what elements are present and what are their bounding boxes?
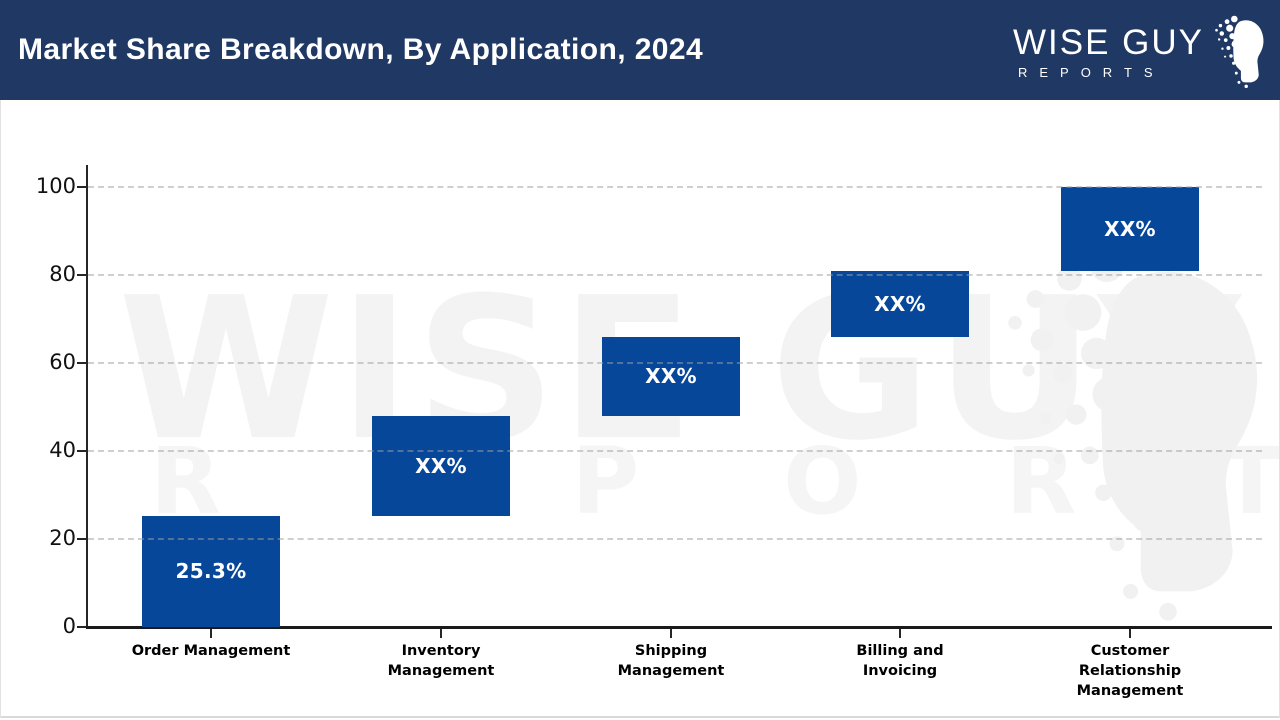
x-axis-line (86, 626, 1272, 629)
y-tick-mark (77, 186, 87, 188)
category-label: Order Management (131, 643, 291, 659)
gridline (88, 362, 1262, 364)
bar-value-label: XX% (874, 291, 926, 316)
x-tick-mark (670, 629, 672, 638)
left-edge-border (0, 100, 1, 718)
y-tick-label: 0 (62, 614, 76, 638)
y-tick-mark (77, 626, 87, 628)
header-bar: Market Share Breakdown, By Application, … (0, 0, 1280, 100)
page-title: Market Share Breakdown, By Application, … (18, 33, 704, 66)
gridline (88, 538, 1262, 540)
category-label: Shipping Management (617, 643, 725, 679)
y-tick-label: 20 (49, 526, 76, 550)
category-label: Inventory Management (387, 643, 495, 679)
bar-segment: XX% (372, 415, 510, 516)
y-tick-mark (77, 450, 87, 452)
x-tick-mark (440, 629, 442, 638)
y-tick-label: 40 (49, 438, 76, 462)
y-tick-label: 100 (35, 174, 76, 198)
footer-divider (0, 716, 1280, 718)
category-label: Billing and Invoicing (856, 643, 944, 679)
bar-segment: XX% (831, 270, 969, 337)
bar-value-label: XX% (415, 453, 467, 478)
brand-subname: REPORTS (1017, 65, 1165, 80)
gridline (88, 450, 1262, 452)
y-tick-mark (77, 362, 87, 364)
y-tick-mark (77, 538, 87, 540)
x-tick-mark (1129, 629, 1131, 638)
brand-logo: WISE GUY REPORTS (1013, 12, 1266, 92)
bar-value-label: XX% (645, 364, 697, 389)
y-axis-line (86, 165, 88, 628)
bar-segment: 25.3% (142, 515, 280, 627)
y-tick-label: 80 (49, 262, 76, 286)
bar-segment: XX% (1061, 187, 1199, 271)
bar-segment: XX% (602, 336, 740, 416)
bar-value-label: XX% (1104, 216, 1156, 241)
gridline (88, 274, 1262, 276)
brand-logo-text: WISE GUY REPORTS (1012, 23, 1204, 81)
gridline (88, 186, 1262, 188)
x-tick-mark (210, 629, 212, 638)
y-tick-mark (77, 274, 87, 276)
bar-value-label: 25.3% (175, 559, 247, 584)
category-label: Customer Relationship Management (1076, 643, 1184, 699)
head-silhouette-icon (1215, 15, 1264, 89)
x-tick-mark (899, 629, 901, 638)
y-tick-label: 60 (49, 350, 76, 374)
brand-name: WISE GUY (1012, 23, 1204, 62)
